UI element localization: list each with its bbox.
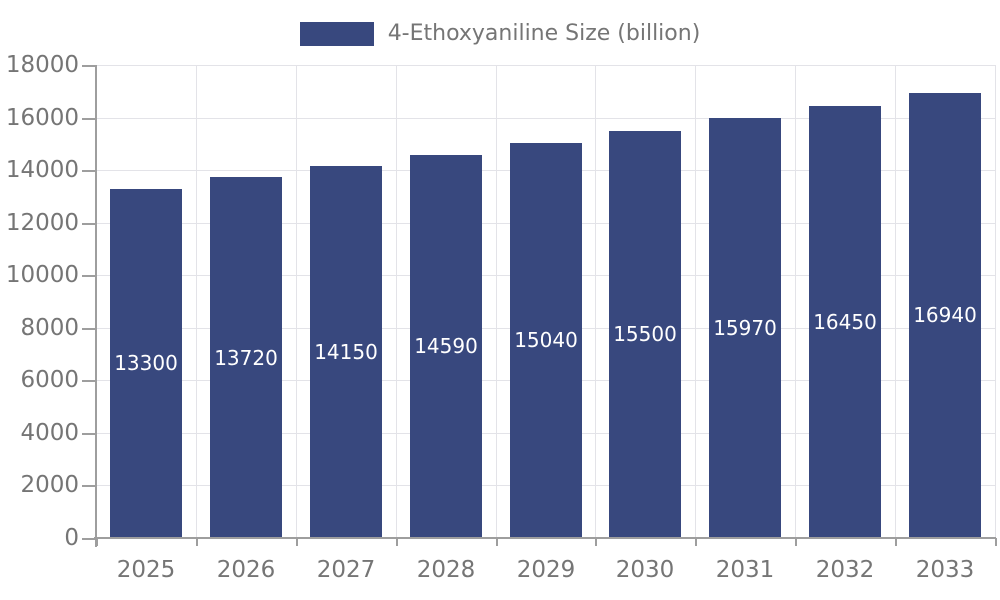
x-tick — [895, 538, 897, 546]
x-tick — [196, 538, 198, 546]
bar-value-label: 16940 — [913, 303, 977, 327]
x-tick — [595, 538, 597, 546]
y-axis-tick-label: 14000 — [5, 157, 79, 183]
x-gridline — [595, 65, 596, 538]
x-axis-tick-label: 2029 — [516, 557, 576, 583]
bar-value-label: 14150 — [314, 340, 378, 364]
y-axis-tick-label: 18000 — [5, 52, 79, 78]
bar-value-label: 13720 — [214, 346, 278, 370]
x-axis-tick-label: 2028 — [416, 557, 476, 583]
y-tick — [82, 485, 96, 487]
x-axis-line — [94, 537, 996, 539]
x-axis-tick-label: 2033 — [915, 557, 975, 583]
x-axis-tick-label: 2027 — [316, 557, 376, 583]
y-tick — [82, 65, 96, 67]
legend-label[interactable]: 4-Ethoxyaniline Size (billion) — [387, 21, 701, 46]
bar-2030[interactable] — [609, 131, 681, 538]
y-tick — [82, 170, 96, 172]
y-axis-tick-label: 0 — [64, 525, 79, 551]
bar-2025[interactable] — [110, 189, 182, 538]
x-gridline — [695, 65, 696, 538]
x-gridline — [496, 65, 497, 538]
y-axis-tick-label: 16000 — [5, 105, 79, 131]
y-tick — [82, 328, 96, 330]
x-axis-tick-label: 2031 — [715, 557, 775, 583]
x-axis-tick-label: 2032 — [815, 557, 875, 583]
bar-2029[interactable] — [510, 143, 582, 538]
bar-value-label: 16450 — [813, 310, 877, 334]
y-gridline — [96, 65, 995, 66]
bar-value-label: 13300 — [114, 351, 178, 375]
y-tick — [82, 118, 96, 120]
bar-2026[interactable] — [210, 177, 282, 538]
x-tick — [695, 538, 697, 546]
y-axis-tick-label: 4000 — [20, 420, 79, 446]
legend: 4-Ethoxyaniline Size (billion) — [0, 20, 1000, 48]
y-axis-tick-label: 2000 — [20, 472, 79, 498]
legend-swatch-icon[interactable] — [299, 22, 374, 46]
y-axis-tick-label: 6000 — [20, 367, 79, 393]
x-gridline — [895, 65, 896, 538]
y-axis-tick-label: 10000 — [5, 262, 79, 288]
x-gridline — [995, 65, 996, 538]
bar-2032[interactable] — [809, 106, 881, 538]
bar-2028[interactable] — [410, 155, 482, 538]
bar-2033[interactable] — [909, 93, 981, 538]
x-axis-tick-label: 2030 — [615, 557, 675, 583]
bar-value-label: 15970 — [713, 316, 777, 340]
y-axis-line — [95, 65, 97, 547]
x-gridline — [396, 65, 397, 538]
y-axis-tick-label: 12000 — [5, 210, 79, 236]
x-tick — [96, 538, 98, 546]
x-tick — [396, 538, 398, 546]
x-tick — [496, 538, 498, 546]
bar-value-label: 15040 — [514, 328, 578, 352]
x-tick — [296, 538, 298, 546]
y-tick — [82, 275, 96, 277]
y-tick — [82, 433, 96, 435]
bar-2031[interactable] — [709, 118, 781, 538]
bar-2027[interactable] — [310, 166, 382, 538]
y-axis-tick-label: 8000 — [20, 315, 79, 341]
x-tick — [995, 538, 997, 546]
x-gridline — [196, 65, 197, 538]
x-tick — [795, 538, 797, 546]
x-gridline — [795, 65, 796, 538]
bar-value-label: 14590 — [414, 334, 478, 358]
x-axis-tick-label: 2026 — [216, 557, 276, 583]
x-axis-tick-label: 2025 — [116, 557, 176, 583]
x-gridline — [296, 65, 297, 538]
y-tick — [82, 223, 96, 225]
y-tick — [82, 538, 96, 540]
y-gridline — [96, 118, 995, 119]
y-tick — [82, 380, 96, 382]
bar-value-label: 15500 — [613, 322, 677, 346]
